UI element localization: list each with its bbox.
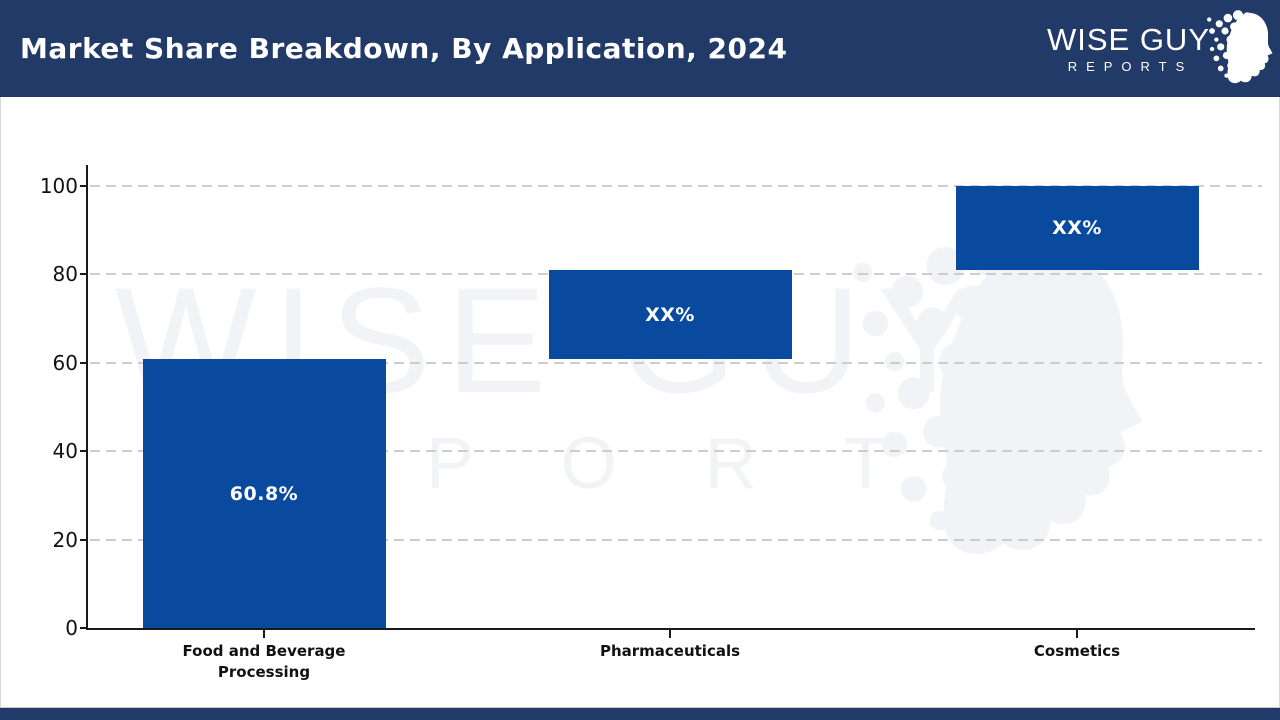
y-tick-label: 40 xyxy=(52,439,78,464)
y-tick-mark xyxy=(80,361,88,364)
bar-value-label: XX% xyxy=(645,303,695,326)
bar-segment: XX% xyxy=(955,186,1199,270)
y-gridline xyxy=(90,538,1262,541)
x-axis-line xyxy=(86,628,1255,630)
y-axis-line xyxy=(86,165,88,630)
y-tick-mark xyxy=(80,185,88,187)
bar-segment: XX% xyxy=(548,269,792,360)
x-category-label: Cosmetics xyxy=(1033,642,1121,660)
y-tick-mark xyxy=(80,450,88,453)
y-tick-label: 100 xyxy=(39,174,78,198)
x-tick-mark xyxy=(1076,630,1078,638)
x-tick-mark xyxy=(669,630,671,638)
y-tick-label: 20 xyxy=(52,527,78,552)
y-gridline xyxy=(90,361,1262,364)
header-bar: Market Share Breakdown, By Application, … xyxy=(0,0,1280,97)
page-title: Market Share Breakdown, By Application, … xyxy=(20,32,788,65)
x-category-label: Pharmaceuticals xyxy=(599,642,741,660)
x-category-label: Food and Beverage Processing xyxy=(182,642,346,681)
y-gridline xyxy=(90,185,1262,187)
y-tick-mark xyxy=(80,627,88,629)
footer-strip xyxy=(0,707,1280,720)
x-tick-mark xyxy=(263,630,265,638)
bar-segment: 60.8% xyxy=(142,359,386,628)
bar-value-label: 60.8% xyxy=(229,482,299,505)
y-tick-label: 60 xyxy=(52,350,78,375)
y-tick-label: 80 xyxy=(52,262,78,287)
brand-logo-text: WISE GUY REPORTS xyxy=(1047,24,1210,74)
brand-wordmark: WISE GUY xyxy=(1046,21,1210,57)
y-tick-mark xyxy=(80,273,88,276)
brand-logo: WISE GUY REPORTS xyxy=(1047,7,1274,91)
brand-tagline: REPORTS xyxy=(1067,58,1194,74)
y-tick-label: 0 xyxy=(65,616,78,640)
bar-value-label: XX% xyxy=(1052,216,1102,239)
y-tick-mark xyxy=(80,538,88,541)
y-gridline xyxy=(90,450,1262,453)
